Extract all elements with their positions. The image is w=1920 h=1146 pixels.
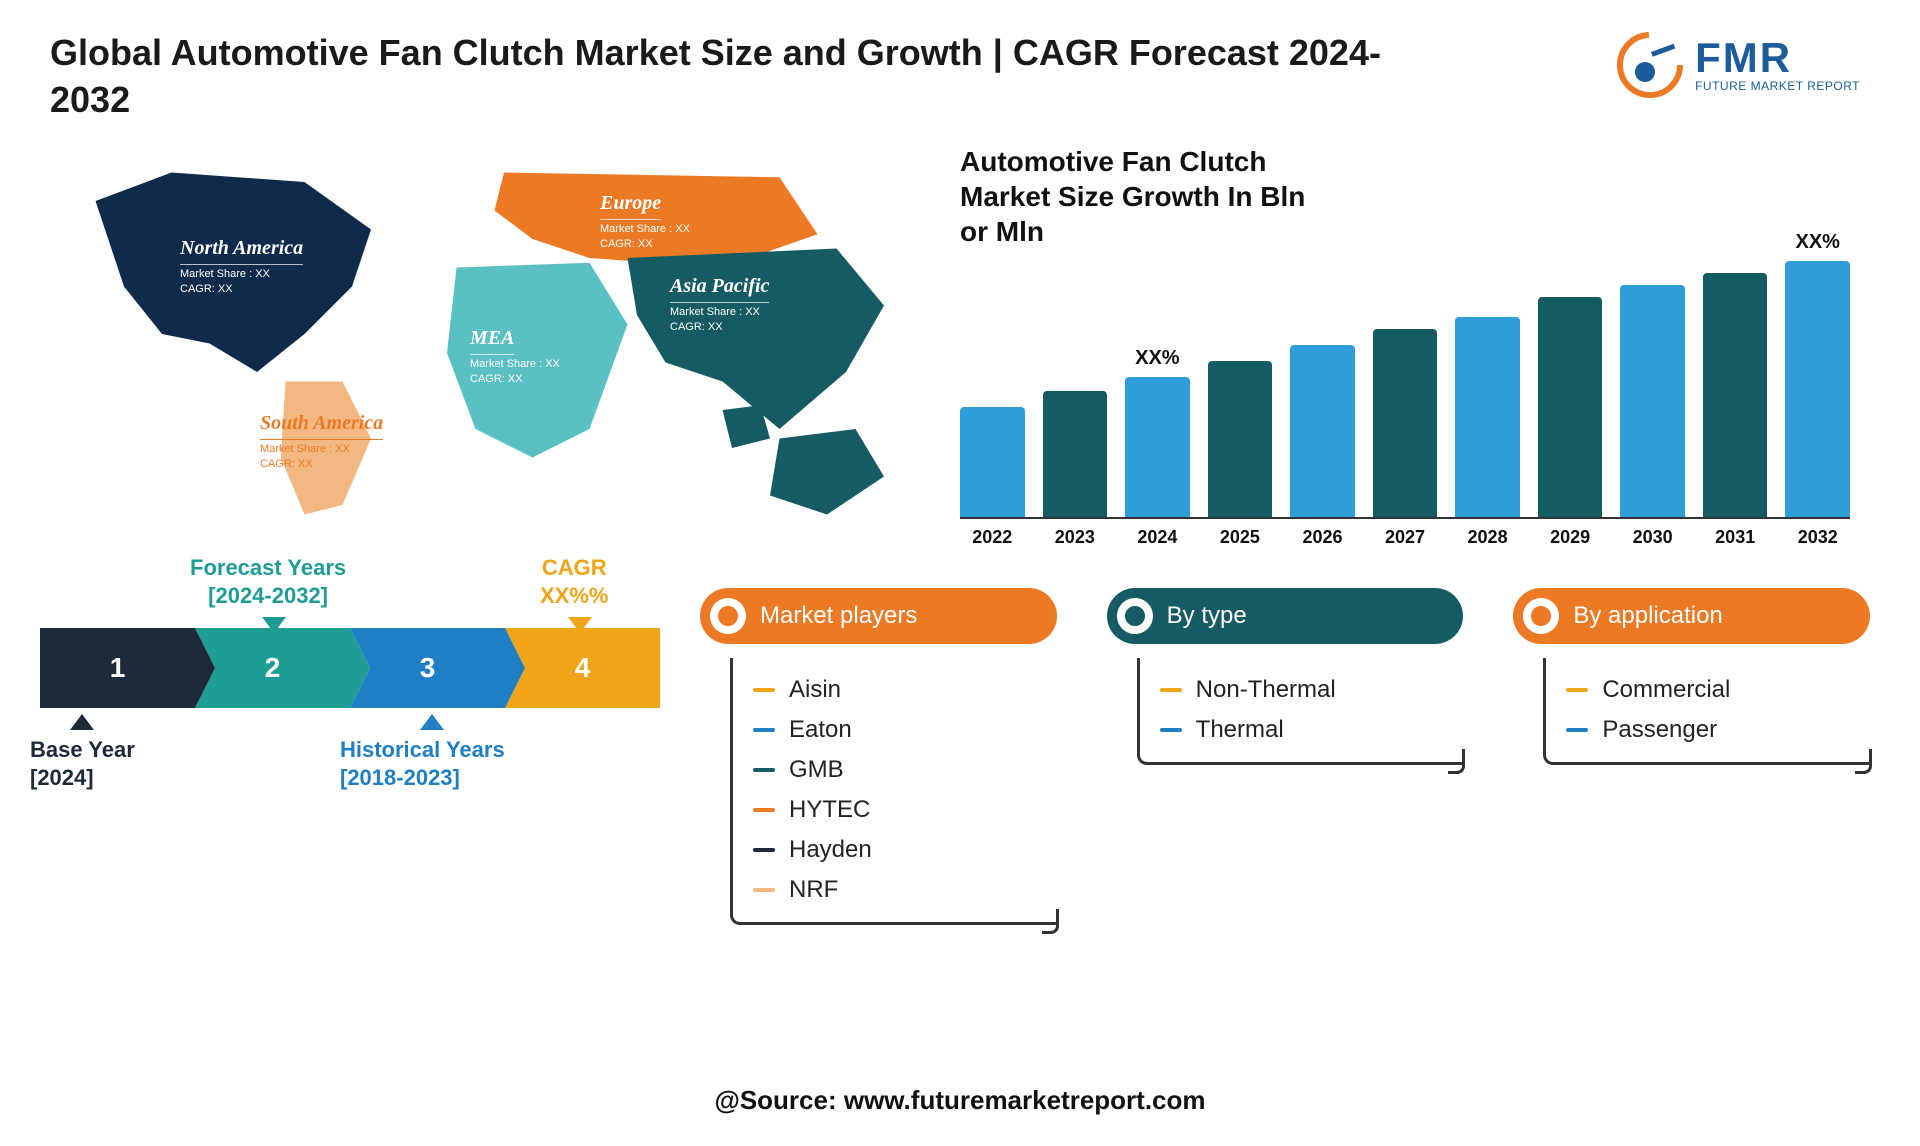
timeline-step-4: 4: [505, 628, 660, 708]
bar-2031: [1703, 243, 1768, 517]
category-item: GMB: [733, 750, 1057, 790]
page-title: Global Automotive Fan Clutch Market Size…: [50, 30, 1450, 124]
bar-row: XX%XX%: [960, 259, 1850, 519]
bar-year-label: 2024: [1125, 527, 1190, 548]
growth-chart: Automotive Fan Clutch Market Size Growth…: [950, 144, 1880, 548]
header: Global Automotive Fan Clutch Market Size…: [0, 0, 1920, 134]
bar-year-label: 2030: [1620, 527, 1685, 548]
category-item: Passenger: [1546, 710, 1870, 750]
bar-year-label: 2023: [1043, 527, 1108, 548]
timeline-step-1: 1: [40, 628, 195, 708]
bar-year-label: 2031: [1703, 527, 1768, 548]
bar-year-label: 2028: [1455, 527, 1520, 548]
base-annot: Base Year [2024]: [30, 736, 135, 793]
region-label-south-america: South AmericaMarket Share : XXCAGR: XX: [260, 409, 383, 473]
region-label-mea: MEAMarket Share : XXCAGR: XX: [470, 324, 560, 388]
bar-2030: [1620, 255, 1685, 517]
category-item: Non-Thermal: [1140, 670, 1464, 710]
bar-year-label: 2025: [1208, 527, 1273, 548]
hist-annot: Historical Years [2018-2023]: [340, 736, 505, 793]
region-label-north-america: North AmericaMarket Share : XXCAGR: XX: [180, 234, 303, 298]
timeline-step-2: 2: [195, 628, 350, 708]
region-label-asia-pacific: Asia PacificMarket Share : XXCAGR: XX: [670, 272, 769, 336]
bar-2022: [960, 377, 1025, 517]
bar-2025: [1208, 331, 1273, 517]
category-header: By type: [1107, 588, 1464, 644]
bar-2029: [1538, 267, 1603, 517]
logo: FMR FUTURE MARKET REPORT: [1615, 30, 1860, 100]
logo-text-sub: FUTURE MARKET REPORT: [1695, 79, 1860, 93]
bar-year-label: 2027: [1373, 527, 1438, 548]
world-map: North AmericaMarket Share : XXCAGR: XX So…: [40, 144, 930, 524]
bar-year-label: 2026: [1290, 527, 1355, 548]
bar-2032: XX%: [1785, 231, 1850, 517]
bottom-section: Forecast Years [2024-2032] CAGR XX%% 123…: [0, 548, 1920, 925]
logo-icon: [1615, 30, 1685, 100]
bar-2024: XX%: [1125, 347, 1190, 517]
bar-2026: [1290, 315, 1355, 517]
category-item: Commercial: [1546, 670, 1870, 710]
source-text: @Source: www.futuremarketreport.com: [714, 1085, 1205, 1116]
category-header: By application: [1513, 588, 1870, 644]
bar-year-label: 2029: [1538, 527, 1603, 548]
timeline: Forecast Years [2024-2032] CAGR XX%% 123…: [40, 628, 660, 708]
forecast-annot: Forecast Years [2024-2032]: [190, 554, 346, 611]
category-header: Market players: [700, 588, 1057, 644]
category-item: HYTEC: [733, 790, 1057, 830]
category-item: Hayden: [733, 830, 1057, 870]
cagr-annot: CAGR XX%%: [540, 554, 608, 611]
mid-section: North AmericaMarket Share : XXCAGR: XX So…: [0, 134, 1920, 548]
category-item: Thermal: [1140, 710, 1464, 750]
category-by-type: By type Non-ThermalThermal: [1107, 588, 1464, 925]
category-market-players: Market players AisinEatonGMBHYTECHaydenNR…: [700, 588, 1057, 925]
logo-text-main: FMR: [1695, 37, 1860, 79]
bar-year-label: 2032: [1785, 527, 1850, 548]
timeline-step-3: 3: [350, 628, 505, 708]
category-item: NRF: [733, 870, 1057, 910]
bar-year-label: 2022: [960, 527, 1025, 548]
chart-title: Automotive Fan Clutch Market Size Growth…: [960, 144, 1340, 249]
bar-2028: [1455, 287, 1520, 517]
bar-2023: [1043, 361, 1108, 517]
category-item: Eaton: [733, 710, 1057, 750]
region-label-europe: EuropeMarket Share : XXCAGR: XX: [600, 189, 690, 253]
bar-2027: [1373, 299, 1438, 517]
category-by-application: By application CommercialPassenger: [1513, 588, 1870, 925]
category-item: Aisin: [733, 670, 1057, 710]
